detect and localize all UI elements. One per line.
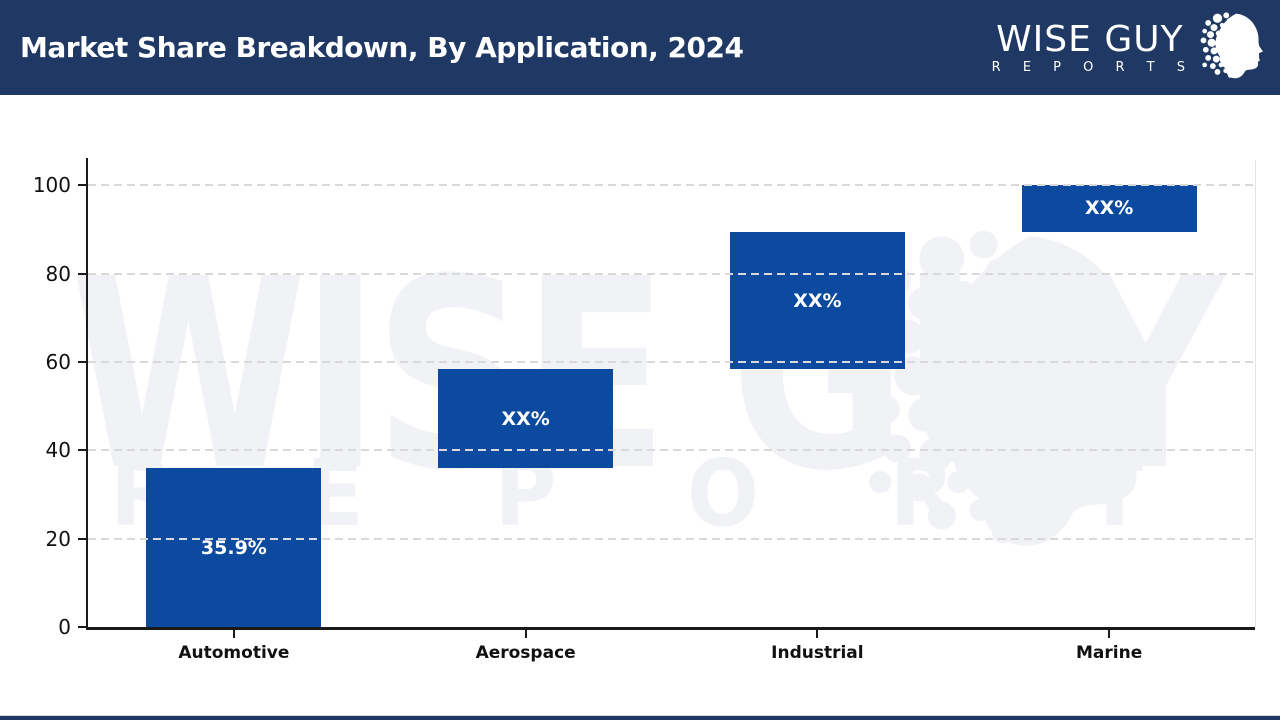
x-tick-mark-marine [1108, 630, 1111, 638]
x-tick-label-aerospace: Aerospace [475, 643, 576, 663]
x-tick-mark-aerospace [524, 630, 527, 638]
gridline-100 [88, 184, 1255, 187]
bar-automotive: 35.9% [146, 468, 322, 627]
y-tick-mark-100 [78, 184, 86, 187]
bar-value-label: XX% [1084, 197, 1134, 220]
chart-title: Market Share Breakdown, By Application, … [20, 31, 744, 64]
y-tick-label-0: 0 [58, 615, 71, 639]
y-tick-label-20: 20 [45, 526, 71, 551]
brand-head-icon [1200, 11, 1263, 78]
bar-industrial: XX% [729, 231, 905, 370]
header: Market Share Breakdown, By Application, … [0, 0, 1280, 95]
bar-value-label: XX% [501, 407, 550, 430]
footer-bar [0, 715, 1280, 720]
y-axis-line [86, 158, 88, 628]
y-tick-mark-40 [78, 449, 86, 452]
x-tick-label-industrial: Industrial [771, 643, 864, 663]
y-tick-label-40: 40 [45, 438, 71, 463]
y-tick-label-60: 60 [45, 349, 71, 374]
brand-logo: WISE GUY R E P O R T S [986, 10, 1270, 86]
bar-marine: XX% [1021, 185, 1197, 232]
x-tick-mark-automotive [232, 630, 235, 638]
x-tick-label-automotive: Automotive [178, 643, 290, 663]
y-tick-label-80: 80 [45, 261, 71, 286]
brand-logo-text: WISE GUY R E P O R T S [986, 18, 1194, 75]
y-tick-mark-80 [78, 272, 86, 275]
y-tick-mark-20 [78, 537, 86, 540]
y-tick-mark-60 [78, 360, 86, 363]
y-tick-mark-0 [78, 626, 86, 628]
y-tick-label-100: 100 [32, 173, 71, 198]
right-spine [1255, 160, 1256, 627]
x-tick-label-marine: Marine [1076, 643, 1143, 663]
bar-value-label: 35.9% [200, 536, 267, 559]
x-axis-line [86, 627, 1255, 630]
brand-name: WISE GUY [996, 18, 1184, 60]
watermark-head-icon [860, 230, 1160, 546]
plot-area: 0 20 40 60 80 100 35.9% Automotive XX% Aerospace X… [33, 158, 1256, 663]
bar-value-label: XX% [793, 289, 842, 312]
gridline-40 [88, 449, 1255, 452]
gridline-20 [88, 537, 1255, 540]
brand-subtitle: R E P O R T S [991, 59, 1194, 75]
gridline-80 [88, 272, 1255, 275]
gridline-60 [88, 360, 1255, 363]
bar-aerospace: XX% [438, 369, 614, 469]
x-tick-mark-industrial [816, 630, 819, 638]
